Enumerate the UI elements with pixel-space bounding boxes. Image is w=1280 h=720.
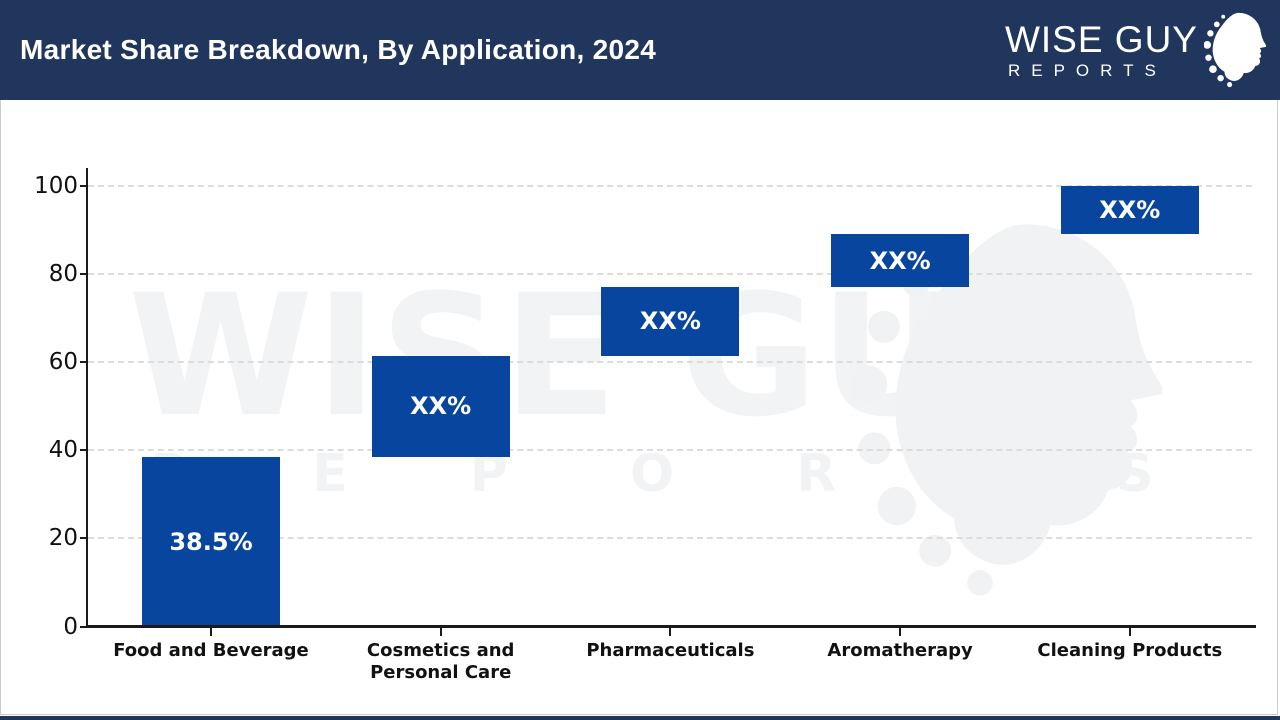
x-axis-label: Pharmaceuticals bbox=[586, 640, 755, 661]
bar-value-label: 38.5% bbox=[169, 527, 253, 556]
brand-name: WISE GUY bbox=[1004, 19, 1198, 60]
bar-segment: 38.5% bbox=[142, 456, 280, 627]
brand-subtitle: REPORTS bbox=[1007, 61, 1167, 80]
footer-bar bbox=[0, 716, 1280, 720]
y-tick-label: 40 bbox=[48, 437, 78, 464]
x-tick-mark bbox=[1128, 627, 1131, 636]
y-tick-label: 100 bbox=[34, 173, 78, 199]
y-gridline bbox=[88, 361, 1252, 364]
y-tick-mark bbox=[80, 537, 88, 540]
y-tick-mark bbox=[80, 185, 88, 187]
y-tick-mark bbox=[80, 625, 88, 628]
x-axis-label: Cleaning Products bbox=[1037, 640, 1223, 661]
y-tick-mark bbox=[80, 273, 88, 276]
y-tick-label: 80 bbox=[48, 261, 78, 288]
bar-segment: XX% bbox=[371, 355, 510, 457]
wiseguy-face-icon bbox=[1204, 12, 1267, 88]
x-axis-line bbox=[88, 625, 1256, 628]
x-axis-label: Cosmetics and Personal Care bbox=[366, 640, 515, 683]
page-title: Market Share Breakdown, By Application, … bbox=[20, 34, 657, 65]
x-tick-mark bbox=[210, 627, 212, 636]
bar-segment: XX% bbox=[831, 234, 970, 288]
y-tick-mark bbox=[80, 361, 88, 364]
x-axis-label: Food and Beverage bbox=[113, 640, 309, 661]
y-axis-line bbox=[86, 168, 88, 628]
x-tick-mark bbox=[439, 627, 442, 636]
x-tick-mark bbox=[899, 627, 902, 636]
bar-value-label: XX% bbox=[869, 246, 931, 275]
bar-segment: XX% bbox=[601, 287, 740, 356]
y-gridline bbox=[88, 273, 1252, 276]
bar-value-label: XX% bbox=[639, 307, 701, 336]
bar-value-label: XX% bbox=[1099, 196, 1161, 225]
y-gridline bbox=[88, 449, 1252, 452]
wiseguy-logo: WISE GUY REPORTS bbox=[1005, 8, 1280, 92]
y-tick-label: 0 bbox=[63, 613, 78, 640]
header: Market Share Breakdown, By Application, … bbox=[0, 0, 1280, 100]
y-gridline bbox=[88, 185, 1252, 187]
x-axis-label: Aromatherapy bbox=[827, 640, 973, 661]
x-tick-mark bbox=[669, 627, 672, 636]
logo-text: WISE GUY REPORTS bbox=[1005, 21, 1198, 79]
y-tick-mark bbox=[80, 449, 88, 452]
bar-segment: XX% bbox=[1060, 186, 1199, 235]
y-gridline bbox=[88, 537, 1252, 540]
y-tick-label: 20 bbox=[48, 525, 78, 552]
y-tick-label: 60 bbox=[48, 349, 78, 376]
bar-value-label: XX% bbox=[410, 392, 472, 421]
